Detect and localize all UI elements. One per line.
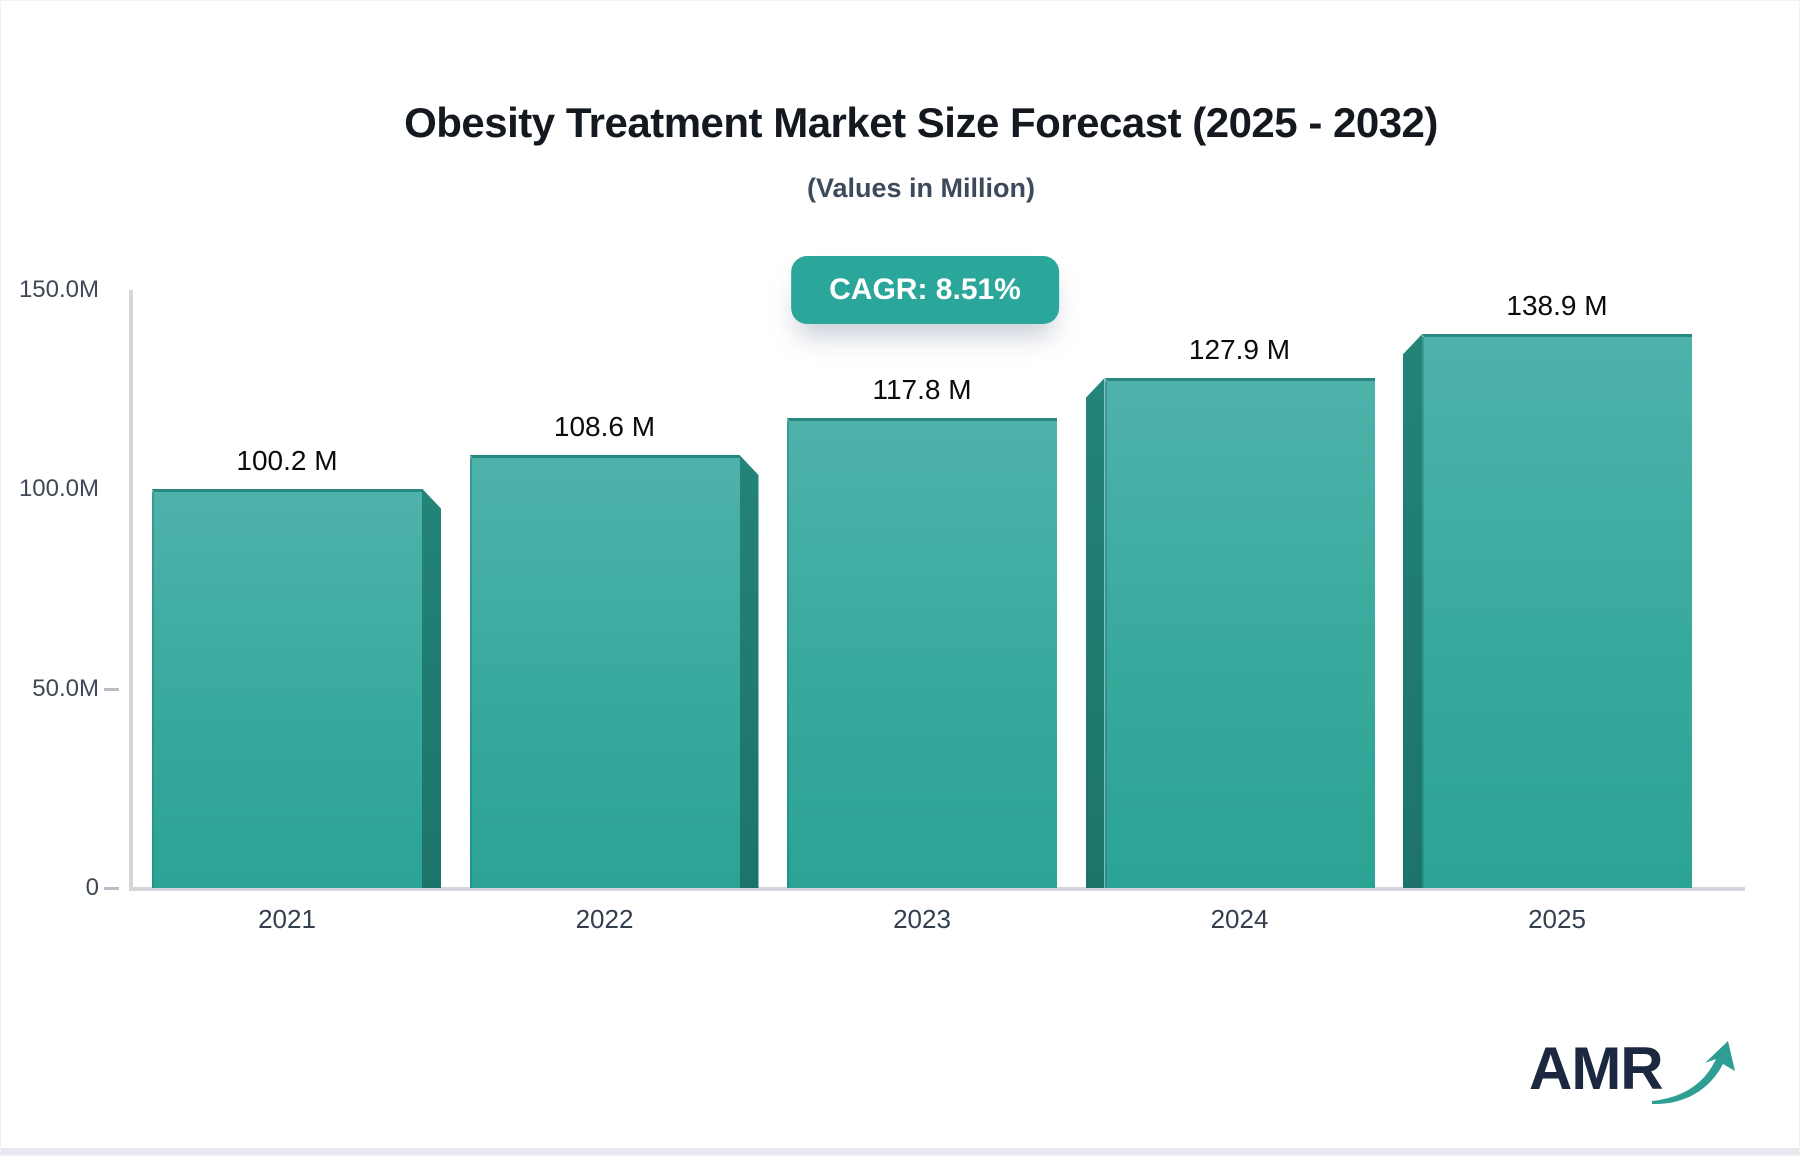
y-axis-line <box>129 290 133 889</box>
amr-logo: AMR <box>1529 1039 1741 1116</box>
bar-value-label-2021: 100.2 M <box>236 444 338 476</box>
x-axis-label-2023: 2023 <box>893 904 951 934</box>
x-axis-label-2021: 2021 <box>258 904 316 934</box>
bar-side-2022 <box>739 455 759 888</box>
bar-2025 <box>1422 334 1692 888</box>
y-axis-tick-mark <box>104 887 119 890</box>
growth-arrow-icon <box>1649 1037 1741 1116</box>
bar-2021 <box>152 488 422 888</box>
y-axis-tick-label: 0 <box>85 874 99 901</box>
y-axis-tick-mark <box>104 687 119 691</box>
cagr-badge-label: CAGR: 8.51% <box>829 273 1021 306</box>
x-axis-label-2025: 2025 <box>1528 904 1586 934</box>
x-axis-label-2022: 2022 <box>575 904 634 934</box>
y-axis-tick-label: 100.0M <box>18 475 99 503</box>
page-bottom-edge <box>1 1148 1799 1155</box>
chart-title: Obesity Treatment Market Size Forecast (… <box>404 99 1438 146</box>
y-axis-tick-label: 50.0M <box>32 674 99 702</box>
bar-2022 <box>469 455 740 888</box>
bar-2024 <box>1104 378 1375 888</box>
amr-logo-text: AMR <box>1529 1035 1664 1102</box>
x-axis-line <box>129 887 1745 891</box>
bar-side-2024 <box>1085 378 1105 888</box>
x-axis-label-2024: 2024 <box>1210 904 1269 934</box>
chart-subtitle: (Values in Million) <box>806 173 1036 203</box>
bar-value-label-2022: 108.6 M <box>553 411 656 443</box>
cagr-badge: CAGR: 8.51% <box>791 256 1059 324</box>
bar-value-label-2024: 127.9 M <box>1188 334 1291 366</box>
bar-side-2025 <box>1403 334 1422 888</box>
y-axis-tick-label: 150.0M <box>18 276 99 303</box>
bar-side-2021 <box>422 488 441 888</box>
bar-value-label-2025: 138.9 M <box>1506 290 1608 322</box>
bar-value-label-2023: 117.8 M <box>872 374 972 406</box>
bar-2023 <box>787 418 1057 888</box>
